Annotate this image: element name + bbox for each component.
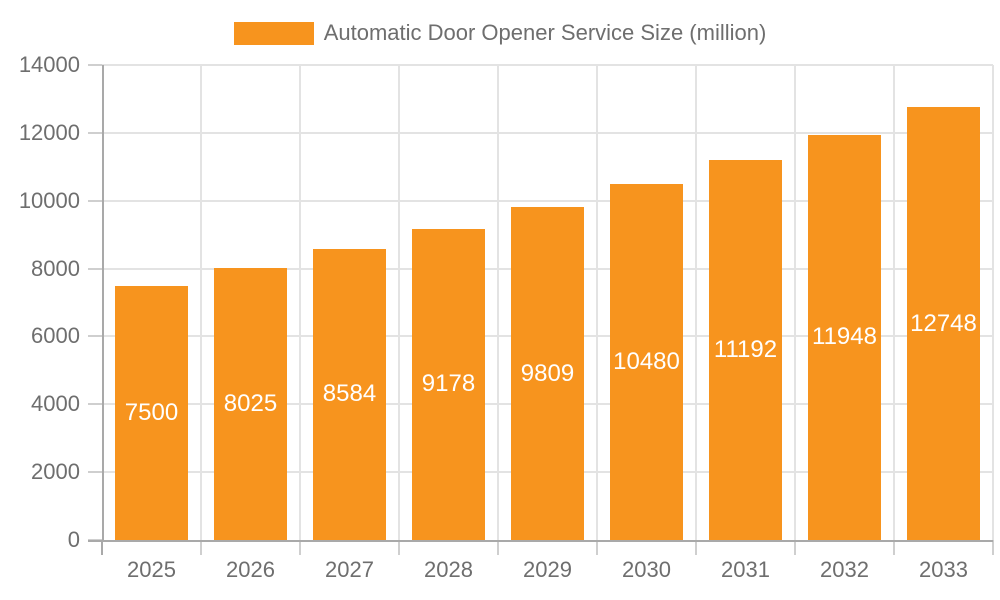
x-axis-tick-label: 2029	[523, 557, 572, 582]
y-axis-tick-label: 6000	[31, 323, 80, 349]
y-axis-tick	[88, 335, 102, 338]
x-axis-tick-label: 2027	[325, 557, 374, 582]
bar-value-label: 8025	[223, 389, 278, 417]
legend-swatch	[233, 21, 314, 45]
x-axis-tick	[398, 540, 400, 555]
bar-2026[interactable]: 8025	[214, 267, 287, 540]
x-axis-tick	[794, 540, 796, 555]
y-axis-tick	[88, 267, 102, 270]
v-gridline	[398, 65, 400, 540]
bar-2032[interactable]: 11948	[808, 134, 881, 540]
y-axis-tick	[88, 199, 102, 202]
x-axis-tick	[200, 540, 202, 555]
x-axis-tick-label: 2031	[721, 557, 770, 582]
x-axis-tick	[893, 540, 895, 555]
x-axis-tick-label: 2025	[127, 557, 176, 582]
y-axis-tick	[88, 131, 102, 134]
x-axis-tick	[101, 540, 103, 555]
bar-2033[interactable]: 12748	[907, 107, 980, 540]
x-axis-tick-label: 2033	[919, 557, 968, 582]
v-gridline	[299, 65, 301, 540]
bar-2027[interactable]: 8584	[313, 248, 386, 540]
v-gridline	[893, 65, 895, 540]
v-gridline	[695, 65, 697, 540]
x-axis-line	[88, 540, 993, 542]
y-axis-tick-label: 8000	[31, 255, 80, 281]
v-gridline	[794, 65, 796, 540]
bar-value-label: 12748	[910, 309, 977, 337]
bar-value-label: 10480	[613, 348, 680, 376]
y-axis-tick-label: 12000	[18, 119, 80, 145]
x-axis-tick-label: 2028	[424, 557, 473, 582]
bar-2029[interactable]: 9809	[511, 207, 584, 540]
bar-value-label: 11948	[812, 323, 877, 351]
y-axis-tick-label: 4000	[31, 391, 80, 417]
h-gridline	[102, 199, 993, 202]
x-axis-tick	[299, 540, 301, 555]
y-axis-tick-label: 14000	[18, 52, 80, 77]
bar-value-label: 11192	[713, 336, 778, 364]
bar-value-label: 7500	[124, 398, 179, 426]
x-axis-tick	[695, 540, 697, 555]
x-axis-tick	[497, 540, 499, 555]
y-axis-tick-label: 10000	[18, 187, 80, 213]
legend-label: Automatic Door Opener Service Size (mill…	[323, 20, 767, 45]
bar-value-label: 8584	[322, 380, 377, 408]
bar-value-label: 9809	[520, 359, 575, 387]
y-axis-tick	[88, 471, 102, 474]
v-gridline	[497, 65, 499, 540]
legend-item[interactable]: Automatic Door Opener Service Size (mill…	[0, 20, 1000, 46]
bar-2031[interactable]: 11192	[709, 160, 782, 540]
plot-area: 7500 8025 8584 9178 9809 10480 11192 11948 12748…	[19, 52, 994, 582]
h-gridline	[102, 131, 993, 134]
y-axis-tick-label: 0	[67, 527, 80, 552]
y-axis-line	[102, 65, 104, 540]
v-gridline	[200, 65, 202, 540]
bar-value-label: 9178	[421, 370, 476, 398]
y-axis-tick-label: 2000	[31, 459, 80, 485]
y-axis-tick	[88, 64, 102, 66]
v-gridline	[596, 65, 598, 540]
bar-2025[interactable]: 7500	[115, 285, 188, 540]
x-axis-tick	[992, 540, 994, 555]
y-axis-tick	[88, 403, 102, 406]
h-gridline	[102, 64, 993, 66]
bar-2028[interactable]: 9178	[412, 228, 485, 540]
x-axis-tick-label: 2030	[622, 557, 671, 582]
x-axis-tick-label: 2032	[820, 557, 869, 582]
v-gridline	[992, 65, 994, 540]
x-axis-tick	[596, 540, 598, 555]
x-axis-tick-label: 2026	[226, 557, 275, 582]
bar-2030[interactable]: 10480	[610, 184, 683, 540]
